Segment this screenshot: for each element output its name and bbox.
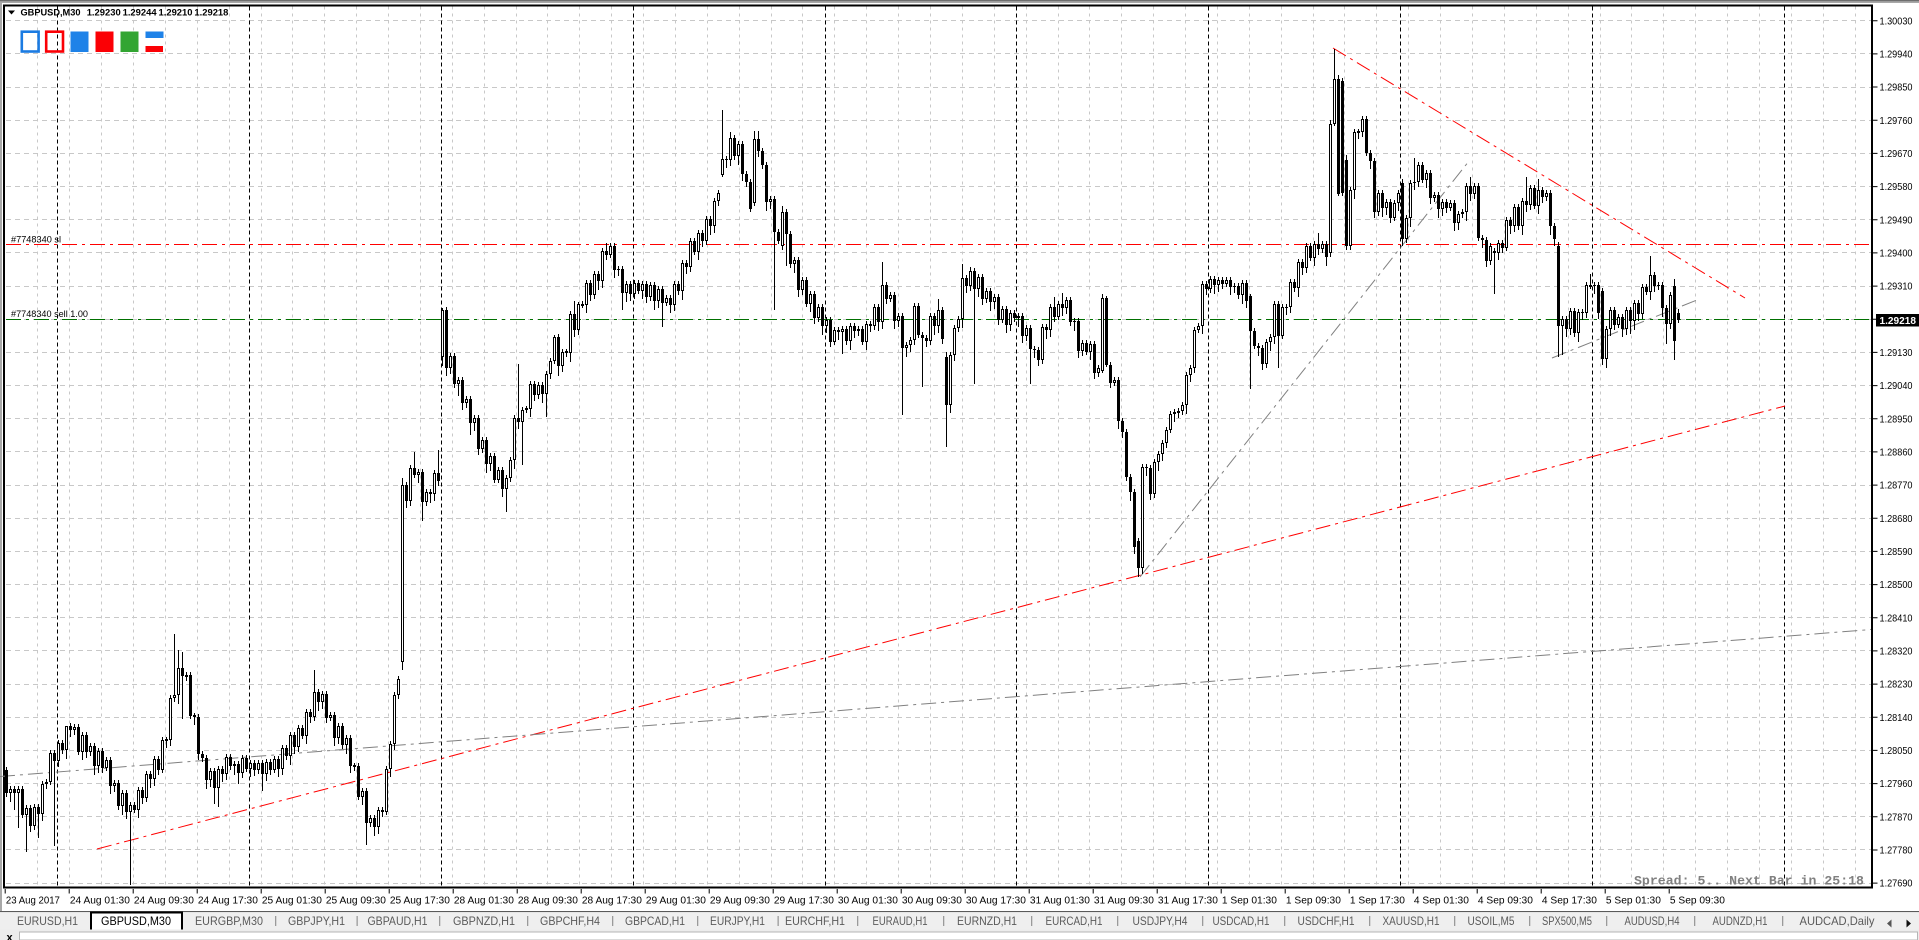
svg-text:XAUUSD,H1: XAUUSD,H1 bbox=[1383, 914, 1440, 928]
svg-text:1.29210: 1.29210 bbox=[159, 8, 193, 19]
svg-text:1.27870: 1.27870 bbox=[1880, 811, 1913, 823]
svg-text:USDCHF,H1: USDCHF,H1 bbox=[1298, 914, 1355, 928]
svg-text:28 Aug 09:30: 28 Aug 09:30 bbox=[518, 896, 578, 907]
svg-text:30 Aug 17:30: 30 Aug 17:30 bbox=[966, 896, 1026, 907]
svg-text:1.28410: 1.28410 bbox=[1880, 612, 1913, 624]
svg-text:GBPCAD,H1: GBPCAD,H1 bbox=[625, 914, 685, 928]
svg-text:29 Aug 01:30: 29 Aug 01:30 bbox=[646, 896, 706, 907]
svg-text:29 Aug 17:30: 29 Aug 17:30 bbox=[774, 896, 834, 907]
svg-text:4 Sep 01:30: 4 Sep 01:30 bbox=[1414, 896, 1469, 907]
svg-text:1.28140: 1.28140 bbox=[1880, 712, 1913, 724]
svg-text:1.29490: 1.29490 bbox=[1880, 214, 1913, 226]
svg-text:1.29218: 1.29218 bbox=[1880, 315, 1917, 327]
svg-text:1 Sep 01:30: 1 Sep 01:30 bbox=[1222, 896, 1277, 907]
svg-text:AUDUSD,H4: AUDUSD,H4 bbox=[1625, 914, 1680, 928]
svg-text:GBPNZD,H1: GBPNZD,H1 bbox=[453, 914, 515, 928]
svg-text:1.28500: 1.28500 bbox=[1880, 579, 1913, 591]
svg-text:31 Aug 17:30: 31 Aug 17:30 bbox=[1158, 896, 1218, 907]
svg-text:24 Aug 09:30: 24 Aug 09:30 bbox=[134, 896, 194, 907]
svg-text:23 Aug 2017: 23 Aug 2017 bbox=[6, 896, 60, 907]
svg-text:#7748340 sell 1.00: #7748340 sell 1.00 bbox=[11, 309, 88, 320]
svg-text:SPX500,M5: SPX500,M5 bbox=[1542, 914, 1592, 928]
svg-text:USOIL,M5: USOIL,M5 bbox=[1468, 914, 1515, 928]
svg-text:1.27780: 1.27780 bbox=[1880, 845, 1913, 857]
svg-text:EURNZD,H1: EURNZD,H1 bbox=[957, 914, 1017, 928]
svg-text:GBPUSD,M30: GBPUSD,M30 bbox=[21, 8, 81, 19]
svg-text:1.30030: 1.30030 bbox=[1880, 15, 1913, 27]
svg-text:EURGBP,M30: EURGBP,M30 bbox=[195, 914, 263, 928]
svg-text:1.29760: 1.29760 bbox=[1880, 115, 1913, 127]
svg-text:GBPAUD,H1: GBPAUD,H1 bbox=[368, 914, 428, 928]
svg-text:1 Sep 17:30: 1 Sep 17:30 bbox=[1350, 896, 1405, 907]
svg-text:#7748340 sl: #7748340 sl bbox=[11, 235, 61, 246]
svg-text:1.29218: 1.29218 bbox=[194, 8, 228, 19]
svg-text:AUDCAD,Daily: AUDCAD,Daily bbox=[1800, 914, 1875, 928]
svg-text:29 Aug 09:30: 29 Aug 09:30 bbox=[710, 896, 770, 907]
svg-text:1.29670: 1.29670 bbox=[1880, 148, 1913, 160]
svg-text:1.27690: 1.27690 bbox=[1880, 878, 1913, 890]
svg-text:1.29400: 1.29400 bbox=[1880, 248, 1913, 260]
svg-text:1.29244: 1.29244 bbox=[123, 8, 158, 19]
svg-text:Spread: 5.. Next Bar in 25:18: Spread: 5.. Next Bar in 25:18 bbox=[1634, 874, 1864, 889]
svg-text:EURCHF,H1: EURCHF,H1 bbox=[785, 914, 845, 928]
svg-text:EURUSD,H1: EURUSD,H1 bbox=[17, 914, 78, 928]
svg-text:GBPUSD,M30: GBPUSD,M30 bbox=[101, 914, 171, 928]
svg-text:1.29850: 1.29850 bbox=[1880, 82, 1913, 94]
svg-text:1.29130: 1.29130 bbox=[1880, 347, 1913, 359]
svg-text:30 Aug 01:30: 30 Aug 01:30 bbox=[838, 896, 898, 907]
svg-text:1.28050: 1.28050 bbox=[1880, 745, 1913, 757]
svg-text:1.29040: 1.29040 bbox=[1880, 380, 1913, 392]
svg-text:5 Sep 09:30: 5 Sep 09:30 bbox=[1670, 896, 1725, 907]
svg-text:GBPJPY,H1: GBPJPY,H1 bbox=[288, 914, 345, 928]
svg-text:25 Aug 01:30: 25 Aug 01:30 bbox=[262, 896, 322, 907]
svg-text:1.27960: 1.27960 bbox=[1880, 778, 1913, 790]
svg-text:GBPCHF,H4: GBPCHF,H4 bbox=[540, 914, 600, 928]
svg-text:USDCAD,H1: USDCAD,H1 bbox=[1213, 914, 1270, 928]
svg-text:EURCAD,H1: EURCAD,H1 bbox=[1046, 914, 1103, 928]
svg-text:4 Sep 09:30: 4 Sep 09:30 bbox=[1478, 896, 1533, 907]
svg-text:EURJPY,H1: EURJPY,H1 bbox=[710, 914, 765, 928]
svg-text:30 Aug 09:30: 30 Aug 09:30 bbox=[902, 896, 962, 907]
svg-text:1.28320: 1.28320 bbox=[1880, 646, 1913, 658]
svg-text:28 Aug 01:30: 28 Aug 01:30 bbox=[454, 896, 514, 907]
svg-text:1 Sep 09:30: 1 Sep 09:30 bbox=[1286, 896, 1341, 907]
svg-text:5 Sep 01:30: 5 Sep 01:30 bbox=[1606, 896, 1661, 907]
svg-text:1.28860: 1.28860 bbox=[1880, 447, 1913, 459]
svg-text:28 Aug 17:30: 28 Aug 17:30 bbox=[582, 896, 642, 907]
svg-text:1.29580: 1.29580 bbox=[1880, 181, 1913, 193]
svg-text:31 Aug 09:30: 31 Aug 09:30 bbox=[1094, 896, 1154, 907]
svg-text:1.28950: 1.28950 bbox=[1880, 413, 1913, 425]
svg-text:1.28680: 1.28680 bbox=[1880, 513, 1913, 525]
svg-text:1.28590: 1.28590 bbox=[1880, 546, 1913, 558]
svg-text:USDJPY,H4: USDJPY,H4 bbox=[1133, 914, 1188, 928]
svg-text:1.29310: 1.29310 bbox=[1880, 281, 1913, 293]
svg-text:24 Aug 01:30: 24 Aug 01:30 bbox=[70, 896, 130, 907]
svg-text:4 Sep 17:30: 4 Sep 17:30 bbox=[1542, 896, 1597, 907]
svg-text:1.29940: 1.29940 bbox=[1880, 49, 1913, 61]
svg-text:x: x bbox=[7, 932, 14, 940]
svg-text:1.28770: 1.28770 bbox=[1880, 480, 1913, 492]
svg-text:25 Aug 17:30: 25 Aug 17:30 bbox=[390, 896, 450, 907]
svg-text:24 Aug 17:30: 24 Aug 17:30 bbox=[198, 896, 258, 907]
svg-text:31 Aug 01:30: 31 Aug 01:30 bbox=[1030, 896, 1090, 907]
svg-text:1.29230: 1.29230 bbox=[87, 8, 121, 19]
svg-text:EURAUD,H1: EURAUD,H1 bbox=[873, 914, 928, 928]
svg-text:25 Aug 09:30: 25 Aug 09:30 bbox=[326, 896, 386, 907]
svg-text:AUDNZD,H1: AUDNZD,H1 bbox=[1713, 914, 1768, 928]
svg-text:1.28230: 1.28230 bbox=[1880, 679, 1913, 691]
